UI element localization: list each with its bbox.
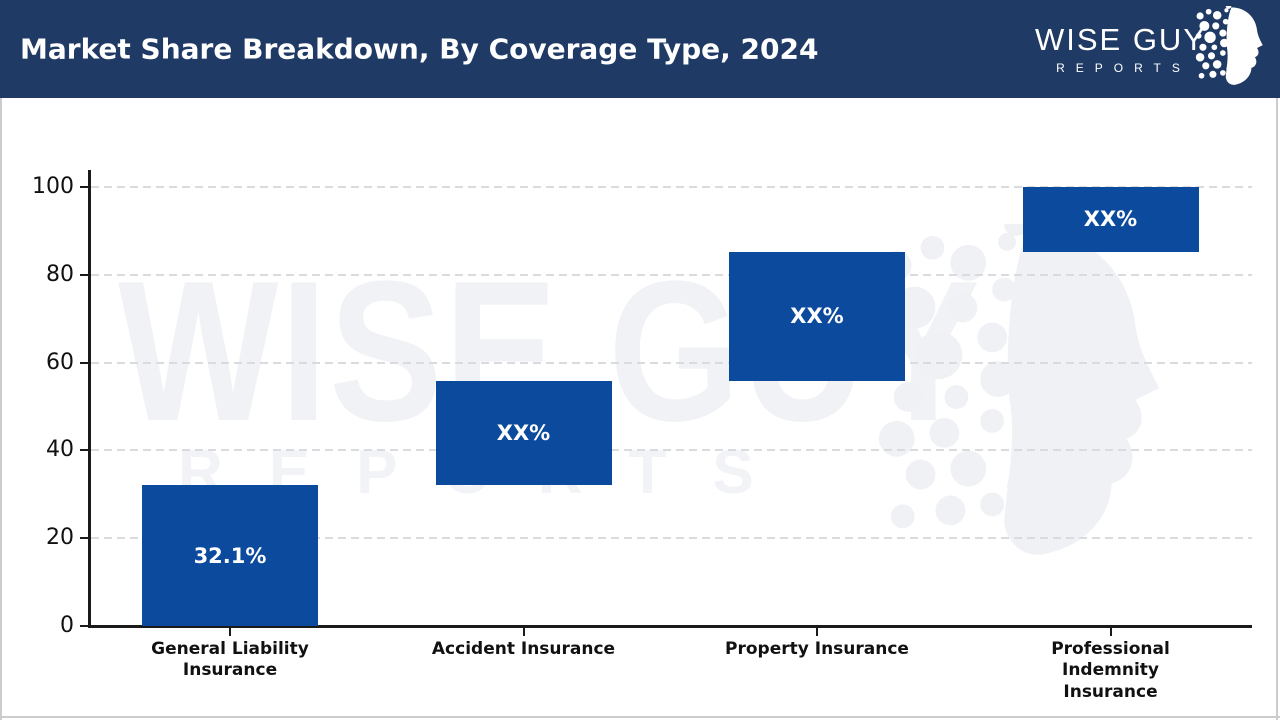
y-tick-label: 40	[46, 437, 74, 463]
bar-segment: XX%	[1022, 187, 1199, 252]
frame-border-bottom	[0, 716, 1280, 718]
bar-value-label: XX%	[496, 421, 551, 446]
bar-segment: 32.1%	[142, 485, 318, 626]
gridline-40	[91, 449, 1252, 452]
y-tick	[80, 361, 88, 364]
y-tick-label: 60	[46, 349, 74, 375]
brand-name: WISE GUY	[1034, 21, 1206, 57]
y-tick-label: 0	[60, 613, 74, 638]
category-label: General Liability Insurance	[151, 639, 309, 681]
bar-value-label: XX%	[790, 304, 844, 329]
y-tick	[80, 625, 88, 627]
gridline-20	[91, 537, 1252, 540]
x-tick	[1109, 628, 1112, 636]
frame-border-left	[0, 98, 2, 720]
y-tick-label: 20	[46, 525, 74, 551]
y-tick	[80, 186, 88, 188]
brand-logo: WISE GUY REPORTS	[1035, 6, 1268, 90]
gridline-60	[91, 361, 1252, 364]
y-tick-label: 100	[32, 174, 74, 199]
x-tick	[522, 628, 525, 636]
x-tick	[229, 628, 231, 636]
brand-logo-text: WISE GUY REPORTS	[1035, 22, 1206, 75]
bar-value-label: 32.1%	[193, 543, 267, 568]
category-label: Professional Indemnity Insurance	[1051, 639, 1170, 702]
y-axis-spine	[88, 170, 91, 627]
bar-segment: XX%	[435, 381, 612, 486]
gridline-100	[91, 186, 1252, 188]
x-axis-spine	[88, 625, 1252, 628]
brand-subtitle: REPORTS	[1056, 60, 1191, 75]
bar-value-label: XX%	[1083, 207, 1138, 232]
header-bar: Market Share Breakdown, By Coverage Type…	[0, 0, 1280, 98]
category-label: Property Insurance	[725, 639, 909, 659]
page-title: Market Share Breakdown, By Coverage Type…	[20, 32, 819, 66]
y-tick-label: 80	[46, 261, 74, 287]
y-tick	[80, 273, 88, 276]
category-label: Accident Insurance	[431, 639, 616, 659]
y-tick	[80, 537, 88, 540]
y-tick	[80, 449, 88, 452]
x-tick	[816, 628, 818, 636]
gridline-80	[91, 273, 1252, 276]
bar-segment: XX%	[729, 251, 905, 382]
frame-border-right	[1276, 98, 1278, 720]
